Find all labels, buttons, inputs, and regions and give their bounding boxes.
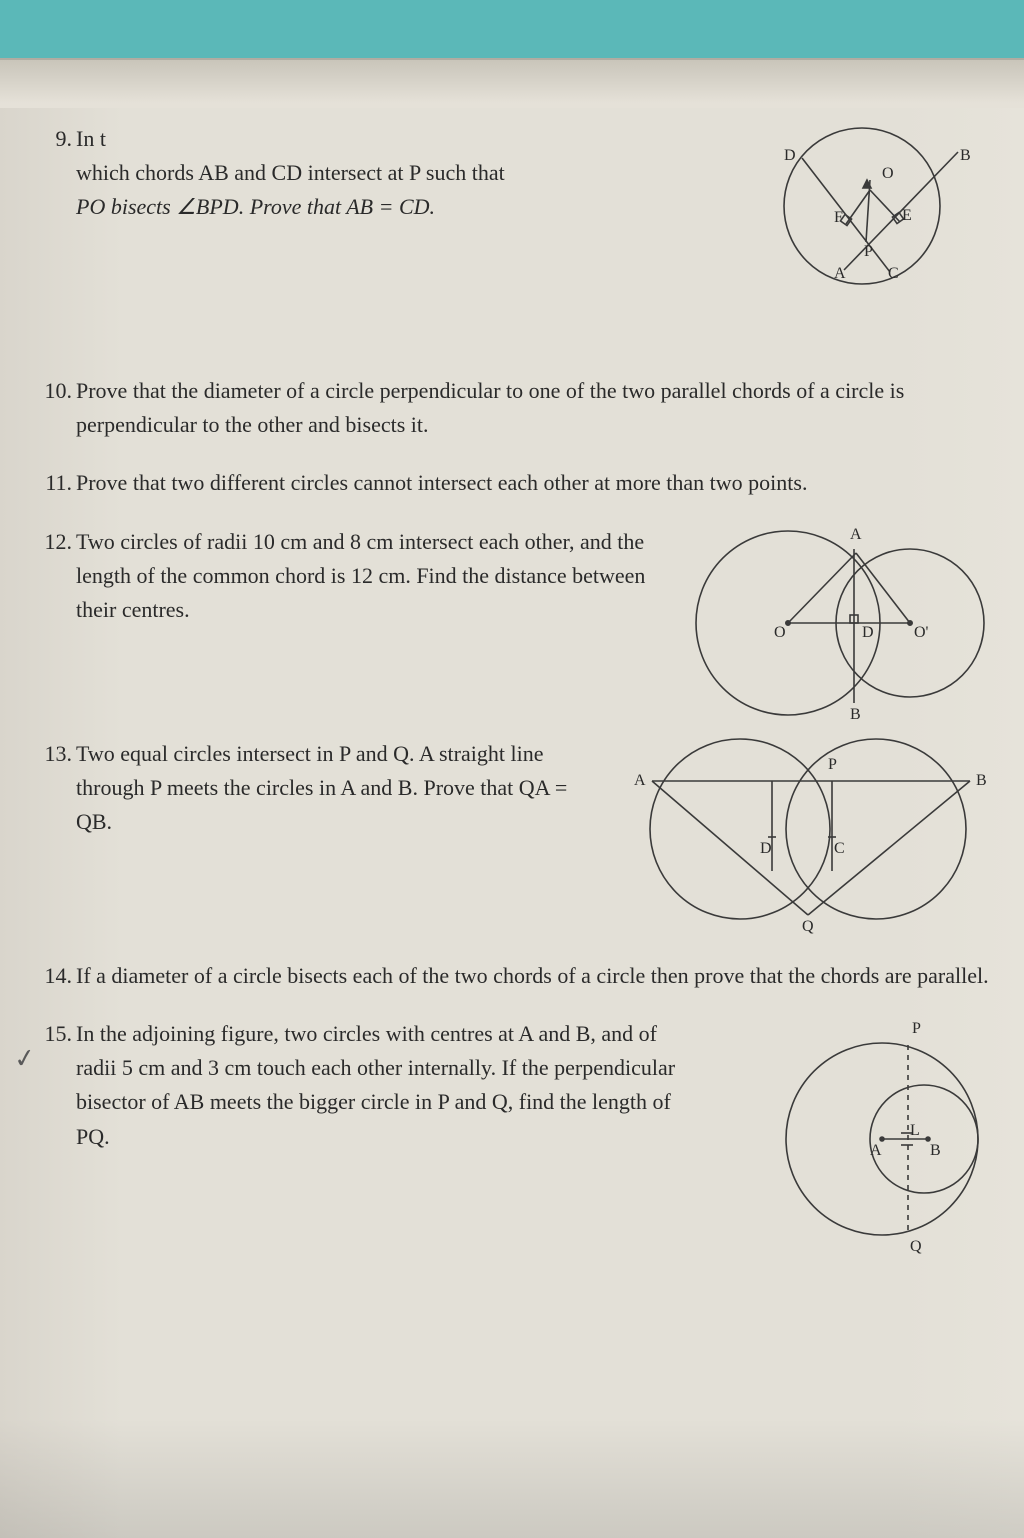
svg-text:B: B (976, 772, 987, 789)
question-number: 11. (34, 466, 72, 500)
svg-text:P: P (828, 756, 837, 773)
svg-text:C: C (888, 265, 899, 282)
question-number: 13. (34, 737, 72, 771)
svg-text:E: E (902, 207, 912, 224)
question-13: 13. Two equal circles intersect in P and… (40, 737, 996, 839)
svg-text:L: L (910, 1122, 920, 1139)
question-11: 11. Prove that two different circles can… (40, 466, 996, 500)
question-number: 10. (34, 374, 72, 408)
svg-text:O: O (774, 624, 786, 641)
page-content: 9. In t which chords AB and CD intersect… (0, 108, 1024, 1538)
question-text: In t which chords AB and CD intersect at… (76, 122, 636, 224)
svg-text:B: B (850, 706, 861, 723)
svg-text:A: A (834, 265, 846, 282)
svg-text:D: D (862, 624, 874, 641)
q9-frag-2: which chords AB and CD intersect at P su… (76, 160, 505, 185)
svg-text:O: O (882, 165, 894, 182)
question-number: 9. (34, 122, 72, 156)
question-text: Prove that the diameter of a circle perp… (76, 374, 996, 442)
question-text: In the adjoining figure, two circles wit… (76, 1017, 686, 1153)
svg-text:O': O' (914, 624, 929, 641)
svg-text:D: D (784, 147, 796, 164)
question-12: 12. Two circles of radii 10 cm and 8 cm … (40, 525, 996, 627)
q9-frag-3: PO bisects ∠BPD. Prove that AB = CD. (76, 194, 435, 219)
page-top-edge (0, 58, 1024, 114)
svg-text:A: A (850, 526, 862, 543)
question-14: 14. If a diameter of a circle bisects ea… (40, 959, 996, 993)
question-number: 12. (34, 525, 72, 559)
question-text: Two equal circles intersect in P and Q. … (76, 737, 576, 839)
diagram-q9: D B O F E A P C (742, 116, 982, 286)
svg-text:Q: Q (802, 918, 814, 935)
question-text: If a diameter of a circle bisects each o… (76, 959, 996, 993)
question-text: Two circles of radii 10 cm and 8 cm inte… (76, 525, 656, 627)
question-10: 10. Prove that the diameter of a circle … (40, 374, 996, 442)
svg-text:D: D (760, 840, 772, 857)
q9-frag-1: In t (76, 126, 106, 151)
question-number: 14. (34, 959, 72, 993)
question-text: Prove that two different circles cannot … (76, 466, 996, 500)
svg-text:P: P (864, 243, 873, 260)
svg-text:B: B (960, 147, 971, 164)
svg-text:F: F (834, 209, 843, 226)
diagram-q12: A O D O' B (678, 513, 998, 723)
svg-text:B: B (930, 1142, 941, 1159)
question-number: 15. (34, 1017, 72, 1051)
svg-text:Q: Q (910, 1238, 922, 1255)
svg-text:A: A (634, 772, 646, 789)
question-15: 15. ✓ In the adjoining figure, two circl… (40, 1017, 996, 1153)
svg-text:A: A (870, 1142, 882, 1159)
diagram-q13: A P B D C Q (620, 725, 1000, 935)
question-9: 9. In t which chords AB and CD intersect… (40, 122, 996, 224)
diagram-q15: P A L B Q (782, 1011, 1002, 1251)
svg-text:P: P (912, 1020, 921, 1037)
svg-text:C: C (834, 840, 845, 857)
